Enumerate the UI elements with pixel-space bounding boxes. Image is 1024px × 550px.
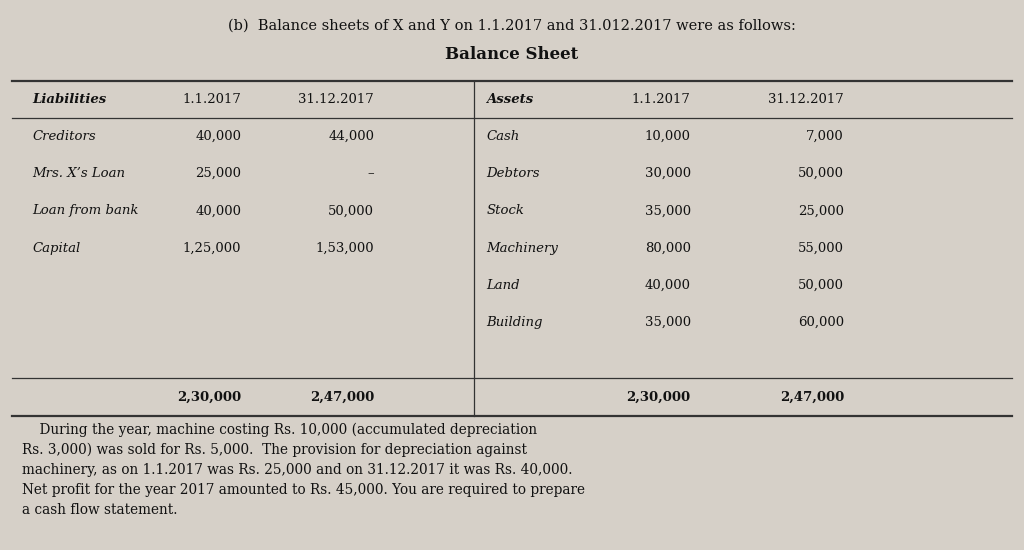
Text: 25,000: 25,000 <box>798 205 844 217</box>
Text: Cash: Cash <box>486 130 520 143</box>
Text: 31.12.2017: 31.12.2017 <box>768 93 844 106</box>
Text: 60,000: 60,000 <box>798 316 844 329</box>
Text: 35,000: 35,000 <box>644 205 691 217</box>
Text: 1.1.2017: 1.1.2017 <box>182 93 242 106</box>
Text: 10,000: 10,000 <box>645 130 691 143</box>
Text: 25,000: 25,000 <box>196 167 242 180</box>
Text: Land: Land <box>486 279 520 292</box>
Text: 2,47,000: 2,47,000 <box>779 390 844 404</box>
Text: Machinery: Machinery <box>486 241 558 255</box>
Text: 2,30,000: 2,30,000 <box>177 390 242 404</box>
Text: 35,000: 35,000 <box>644 316 691 329</box>
Text: 44,000: 44,000 <box>328 130 374 143</box>
Text: 50,000: 50,000 <box>798 167 844 180</box>
Text: 55,000: 55,000 <box>798 241 844 255</box>
Text: 30,000: 30,000 <box>644 167 691 180</box>
Text: 40,000: 40,000 <box>196 130 242 143</box>
Text: Liabilities: Liabilities <box>32 93 106 106</box>
Text: Assets: Assets <box>486 93 534 106</box>
Text: Balance Sheet: Balance Sheet <box>445 46 579 63</box>
Text: 2,30,000: 2,30,000 <box>627 390 691 404</box>
Text: 7,000: 7,000 <box>806 130 844 143</box>
Text: Mrs. X’s Loan: Mrs. X’s Loan <box>32 167 125 180</box>
Text: 2,47,000: 2,47,000 <box>310 390 374 404</box>
Text: Stock: Stock <box>486 205 524 217</box>
Text: 40,000: 40,000 <box>645 279 691 292</box>
Text: 1.1.2017: 1.1.2017 <box>632 93 691 106</box>
Text: 80,000: 80,000 <box>645 241 691 255</box>
Text: 1,53,000: 1,53,000 <box>315 241 374 255</box>
Text: 1,25,000: 1,25,000 <box>183 241 242 255</box>
Text: 40,000: 40,000 <box>196 205 242 217</box>
Text: 50,000: 50,000 <box>798 279 844 292</box>
Text: During the year, machine costing Rs. 10,000 (accumulated depreciation
Rs. 3,000): During the year, machine costing Rs. 10,… <box>22 422 585 518</box>
Text: (b)  Balance sheets of X and Y on 1.1.2017 and 31.012.2017 were as follows:: (b) Balance sheets of X and Y on 1.1.201… <box>228 19 796 33</box>
Text: Creditors: Creditors <box>32 130 95 143</box>
Text: 50,000: 50,000 <box>328 205 374 217</box>
Text: Debtors: Debtors <box>486 167 540 180</box>
Text: 31.12.2017: 31.12.2017 <box>298 93 374 106</box>
Text: Loan from bank: Loan from bank <box>32 205 138 217</box>
Text: –: – <box>368 167 374 180</box>
Text: Building: Building <box>486 316 543 329</box>
Text: Capital: Capital <box>32 241 80 255</box>
